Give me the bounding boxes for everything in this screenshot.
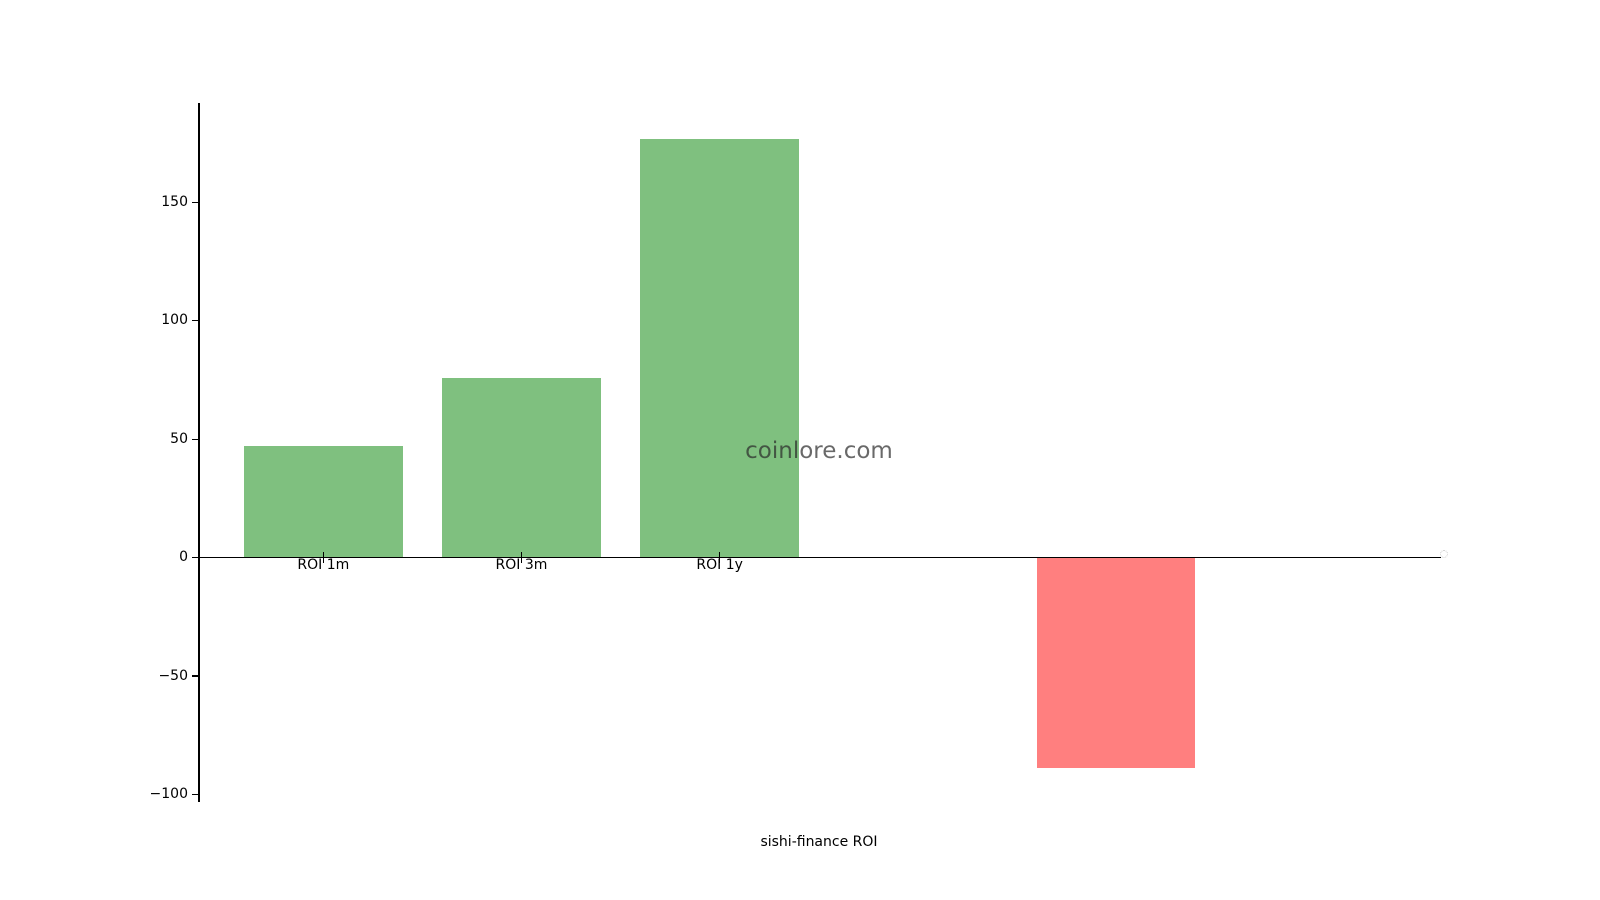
watermark: coinlore.com bbox=[745, 438, 893, 464]
y-tick bbox=[191, 556, 199, 559]
y-tick-label: −100 bbox=[149, 785, 188, 802]
y-tick bbox=[191, 675, 199, 677]
y-axis-spine bbox=[198, 103, 200, 802]
axis-end-artifact-dot bbox=[1440, 549, 1448, 558]
x-tick bbox=[719, 551, 721, 563]
y-tick-label: 50 bbox=[170, 430, 188, 447]
x-tick-label: ROI 1m bbox=[297, 556, 350, 573]
bar-roi-3m bbox=[442, 377, 601, 558]
bar-roi-1m bbox=[244, 446, 403, 558]
x-tick bbox=[322, 551, 324, 563]
x-tick bbox=[520, 551, 523, 563]
x-axis-zero-line bbox=[198, 556, 1441, 559]
y-tick bbox=[191, 201, 199, 204]
x-axis-title: sishi-finance ROI bbox=[760, 834, 878, 850]
bar-unlabeled-4 bbox=[1036, 557, 1196, 769]
y-tick bbox=[191, 793, 199, 796]
x-tick-label: ROI 3m bbox=[495, 556, 548, 573]
bar-roi-1y bbox=[640, 138, 799, 558]
y-tick-label: 0 bbox=[179, 549, 188, 566]
x-tick-label: ROI 1y bbox=[696, 556, 743, 573]
y-tick-label: 150 bbox=[161, 193, 188, 210]
y-tick bbox=[191, 320, 199, 322]
y-tick-label: −50 bbox=[158, 667, 188, 684]
y-tick bbox=[191, 438, 199, 440]
y-tick-label: 100 bbox=[161, 312, 188, 329]
